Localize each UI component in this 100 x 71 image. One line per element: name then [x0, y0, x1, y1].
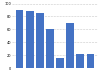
- Bar: [16, 10, 24, 68]
- Bar: [66, 23, 74, 68]
- Bar: [26, 11, 34, 68]
- Bar: [36, 13, 44, 68]
- Bar: [86, 54, 94, 68]
- Bar: [56, 59, 64, 68]
- Bar: [76, 54, 84, 68]
- Bar: [46, 29, 54, 68]
